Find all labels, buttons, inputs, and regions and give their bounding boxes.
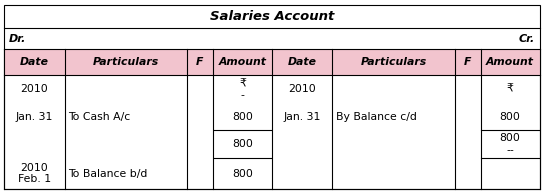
Bar [4, 50, 540, 75]
Text: 800: 800 [232, 112, 253, 122]
Text: Amount: Amount [219, 57, 267, 67]
Text: 2010: 2010 [21, 84, 48, 94]
Text: Cr.: Cr. [519, 34, 535, 44]
Text: Particulars: Particulars [92, 57, 159, 67]
Text: Date: Date [288, 57, 317, 67]
Text: Amount: Amount [486, 57, 534, 67]
Text: To Balance b/d: To Balance b/d [68, 169, 147, 179]
Text: 800: 800 [232, 139, 253, 149]
Text: Jan. 31: Jan. 31 [16, 112, 53, 122]
Text: Date: Date [20, 57, 49, 67]
Text: ₹
-: ₹ - [239, 78, 246, 100]
Text: 2010: 2010 [288, 84, 316, 94]
Text: 800: 800 [232, 169, 253, 179]
Text: By Balance c/d: By Balance c/d [336, 112, 417, 122]
Text: Particulars: Particulars [360, 57, 426, 67]
Text: ₹: ₹ [506, 84, 514, 94]
Text: Jan. 31: Jan. 31 [283, 112, 321, 122]
Text: Salaries Account: Salaries Account [210, 10, 334, 23]
Text: 800
--: 800 -- [500, 133, 521, 155]
Text: F: F [196, 57, 203, 67]
Text: To Cash A/c: To Cash A/c [68, 112, 130, 122]
Text: Dr.: Dr. [9, 34, 26, 44]
Text: 800: 800 [500, 112, 521, 122]
Text: F: F [464, 57, 471, 67]
Text: 2010
Feb. 1: 2010 Feb. 1 [18, 163, 51, 184]
